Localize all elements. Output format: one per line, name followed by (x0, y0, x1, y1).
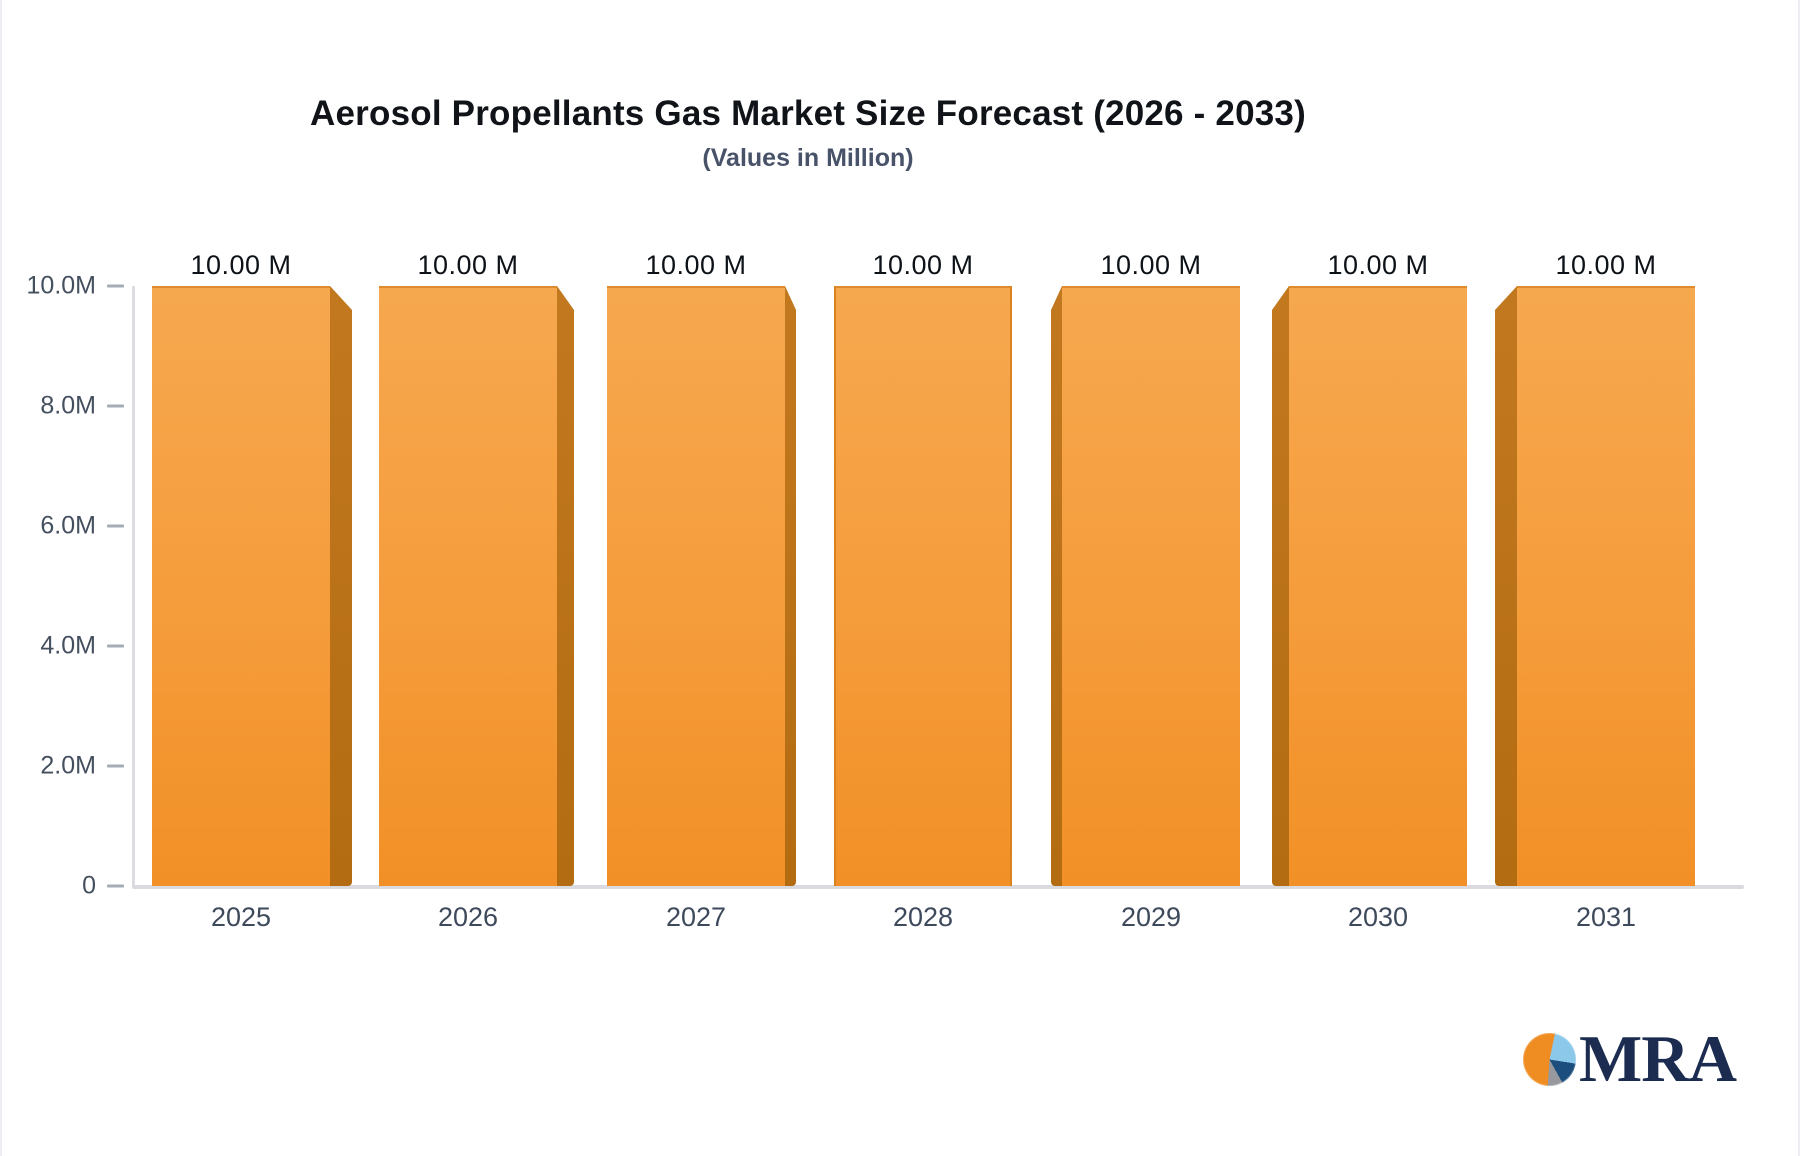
y-tick-mark (107, 524, 124, 528)
y-tick-mark (107, 284, 124, 288)
x-axis-label-2031: 2031 (1575, 902, 1637, 932)
x-axis-label-2029: 2029 (1120, 902, 1182, 932)
bar-2026[interactable]: 10.00 M (379, 250, 574, 886)
y-tick-0: 0 (82, 872, 132, 901)
y-tick-mark (107, 764, 124, 768)
y-tick-mark (107, 884, 124, 888)
y-tick-10.0M: 10.0M (27, 272, 132, 301)
y-axis: 0 2.0M 4.0M 6.0M 8.0M 10.0M (2, 272, 132, 900)
mra-pie-icon (1522, 1033, 1576, 1086)
y-tick-label: 0 (82, 871, 96, 900)
bar-side-2026 (557, 286, 574, 886)
bar-2031[interactable]: 10.00 M (1495, 250, 1695, 886)
bar-face-2027[interactable] (607, 286, 785, 886)
bar-value-label: 10.00 M (1555, 250, 1657, 280)
y-tick-label: 8.0M (40, 391, 96, 420)
bar-face-2031[interactable] (1517, 286, 1695, 886)
bar-2028[interactable]: 10.00 M (834, 250, 1012, 886)
bar-face-2029[interactable] (1062, 286, 1240, 886)
y-tick-label: 2.0M (40, 751, 96, 780)
bar-face-2026[interactable] (379, 286, 557, 886)
bar-face-2025[interactable] (152, 286, 330, 886)
chart-title: Aerosol Propellants Gas Market Size Fore… (310, 94, 1306, 133)
bar-value-label: 10.00 M (645, 250, 747, 280)
x-axis-label-2030: 2030 (1347, 902, 1409, 932)
chart-header: Aerosol Propellants Gas Market Size Fore… (2, 94, 1614, 173)
plot-area: 10.00 M 2025 10.00 M 2026 10.00 M 2027 10.00 M… (132, 250, 1744, 932)
y-tick-2.0M: 2.0M (40, 752, 132, 781)
bar-2025[interactable]: 10.00 M (152, 250, 352, 886)
y-tick-mark (107, 404, 124, 408)
bar-side-2029 (1051, 286, 1062, 886)
bar-value-label: 10.00 M (872, 250, 974, 280)
bar-side-2030 (1272, 286, 1289, 886)
mra-logo-text: MRA (1578, 1022, 1737, 1096)
bar-2029[interactable]: 10.00 M (1051, 250, 1240, 886)
y-tick-mark (107, 644, 124, 648)
x-axis-label-2027: 2027 (665, 902, 727, 932)
bar-side-2025 (330, 286, 352, 886)
y-tick-4.0M: 4.0M (40, 632, 132, 661)
bar-value-label: 10.00 M (190, 250, 292, 280)
bar-2027[interactable]: 10.00 M (607, 250, 796, 886)
bar-face-2028[interactable] (834, 286, 1012, 886)
chart-subtitle: (Values in Million) (702, 144, 914, 172)
bar-face-2030[interactable] (1289, 286, 1467, 886)
bar-value-label: 10.00 M (417, 250, 519, 280)
x-axis-label-2026: 2026 (437, 902, 499, 932)
y-tick-label: 10.0M (26, 271, 96, 300)
y-tick-label: 6.0M (40, 511, 96, 540)
bar-side-2027 (785, 286, 796, 886)
x-axis-label-2025: 2025 (210, 902, 272, 932)
y-tick-6.0M: 6.0M (40, 512, 132, 541)
bar-side-2031 (1495, 286, 1517, 886)
mra-logo[interactable]: MRA (1522, 1022, 1737, 1096)
y-tick-label: 4.0M (40, 631, 96, 660)
y-axis-line (132, 286, 135, 888)
bar-value-label: 10.00 M (1327, 250, 1429, 280)
bar-2030[interactable]: 10.00 M (1272, 250, 1467, 886)
x-axis-label-2028: 2028 (892, 902, 954, 932)
x-axis-line (132, 885, 1744, 889)
y-tick-8.0M: 8.0M (40, 392, 132, 421)
bar-value-label: 10.00 M (1100, 250, 1202, 280)
